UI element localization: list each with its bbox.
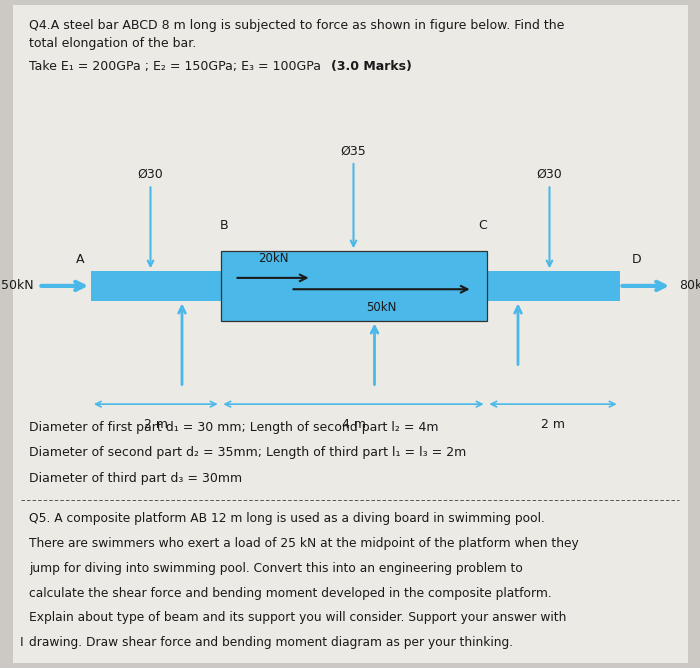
Text: Ø30: Ø30 <box>537 168 562 181</box>
Text: Diameter of second part d₂ = 35mm; Length of third part l₁ = l₃ = 2m: Diameter of second part d₂ = 35mm; Lengt… <box>29 446 467 459</box>
Bar <box>220 251 486 321</box>
Text: 2 m: 2 m <box>541 418 565 430</box>
Text: 50kN: 50kN <box>1 279 34 293</box>
Text: 4 m: 4 m <box>342 418 365 430</box>
Text: total elongation of the bar.: total elongation of the bar. <box>29 37 197 50</box>
Text: Ø30: Ø30 <box>138 168 163 181</box>
Bar <box>91 271 220 301</box>
Text: B: B <box>220 220 228 232</box>
Text: 20kN: 20kN <box>258 252 288 265</box>
Text: 80kN: 80kN <box>679 279 700 293</box>
Bar <box>486 271 620 301</box>
Text: calculate the shear force and bending moment developed in the composite platform: calculate the shear force and bending mo… <box>29 587 552 599</box>
Text: C: C <box>479 220 487 232</box>
Text: Diameter of third part d₃ = 30mm: Diameter of third part d₃ = 30mm <box>29 472 242 484</box>
Text: Diameter of first part d₁ = 30 mm; Length of second part l₂ = 4m: Diameter of first part d₁ = 30 mm; Lengt… <box>29 421 439 434</box>
Text: A: A <box>76 253 85 266</box>
Text: D: D <box>632 253 642 266</box>
Text: I: I <box>20 636 23 649</box>
Text: drawing. Draw shear force and bending moment diagram as per your thinking.: drawing. Draw shear force and bending mo… <box>29 636 514 649</box>
Text: Explain about type of beam and its support you will consider. Support your answe: Explain about type of beam and its suppo… <box>29 611 567 624</box>
Text: Q4.A steel bar ABCD 8 m long is subjected to force as shown in figure below. Fin: Q4.A steel bar ABCD 8 m long is subjecte… <box>29 19 565 31</box>
Text: 50kN: 50kN <box>366 301 397 313</box>
Text: Ø35: Ø35 <box>341 145 366 158</box>
Text: Take E₁ = 200GPa ; E₂ = 150GPa; E₃ = 100GPa: Take E₁ = 200GPa ; E₂ = 150GPa; E₃ = 100… <box>29 60 326 73</box>
Text: jump for diving into swimming pool. Convert this into an engineering problem to: jump for diving into swimming pool. Conv… <box>29 562 524 574</box>
Text: (3.0 Marks): (3.0 Marks) <box>331 60 412 73</box>
Text: There are swimmers who exert a load of 25 kN at the midpoint of the platform whe: There are swimmers who exert a load of 2… <box>29 537 579 550</box>
Bar <box>220 251 486 321</box>
Text: Q5. A composite platform AB 12 m long is used as a diving board in swimming pool: Q5. A composite platform AB 12 m long is… <box>29 512 545 525</box>
Text: 2 m: 2 m <box>144 418 168 430</box>
